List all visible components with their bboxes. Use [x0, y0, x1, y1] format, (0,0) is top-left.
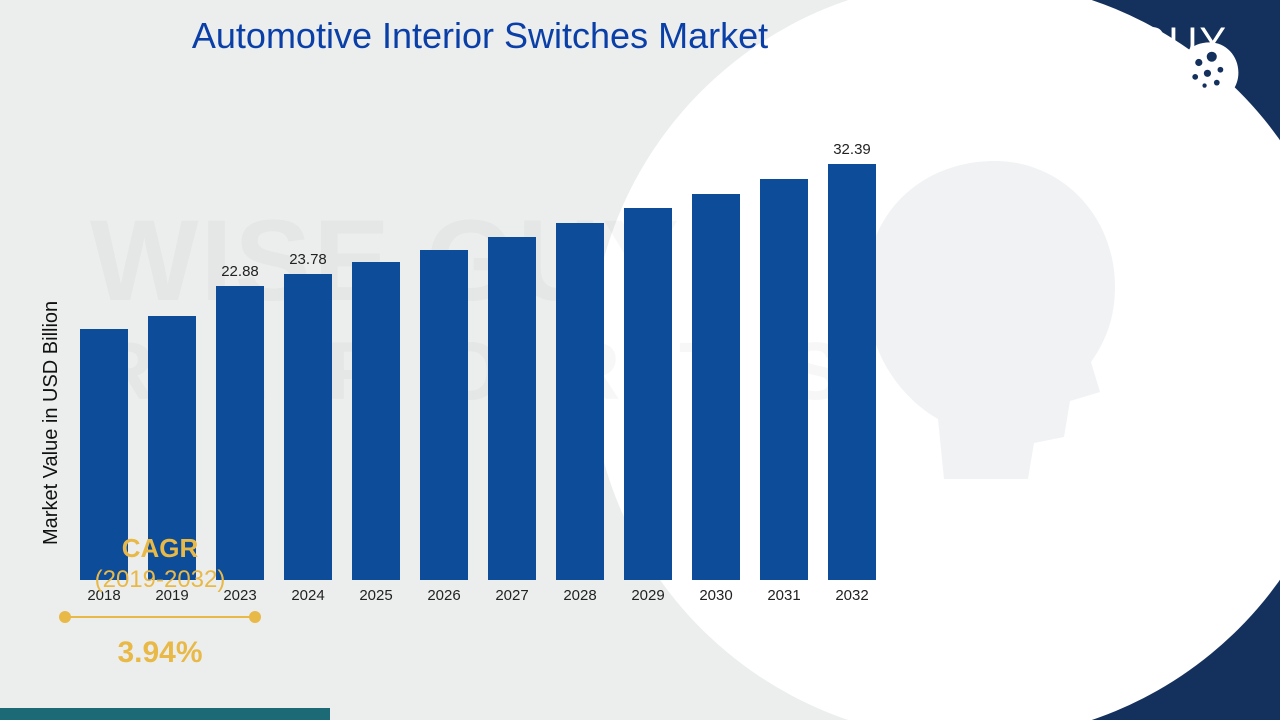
bar: [692, 194, 740, 580]
cagr-value: 3.94%: [0, 636, 320, 670]
bar-value-label: 23.78: [278, 251, 338, 268]
y-axis-label: Market Value in USD Billion: [40, 301, 63, 545]
x-axis-tick-label: 2026: [414, 587, 474, 604]
cagr-block: CAGR (2019-2032) 3.94%: [0, 533, 320, 670]
x-axis-tick-label: 2030: [686, 587, 746, 604]
logo-head-icon: [1170, 38, 1242, 123]
x-axis-tick-label: 2028: [550, 587, 610, 604]
infographic-root: WISE GUY R E P O R T S Automotive Interi…: [0, 0, 1280, 720]
bottom-accent-bar: [0, 708, 330, 720]
x-axis-tick-label: 2025: [346, 587, 406, 604]
cagr-range: (2019-2032): [0, 566, 320, 594]
bar: [420, 250, 468, 580]
x-axis-tick-label: 2031: [754, 587, 814, 604]
bar: [556, 223, 604, 580]
cagr-title: CAGR: [0, 533, 320, 564]
bar-value-label: 32.39: [822, 141, 882, 158]
x-axis-tick-label: 2029: [618, 587, 678, 604]
bar: [760, 179, 808, 580]
brand-logo: WISE GUY R E P O R T S: [980, 20, 1260, 78]
chart-area: 2018201922.88202323.78202420252026202720…: [80, 130, 900, 580]
bar: [624, 208, 672, 580]
bar: [352, 262, 400, 580]
x-axis-tick-label: 2027: [482, 587, 542, 604]
chart-title: Automotive Interior Switches Market: [0, 15, 960, 57]
bars-container: 2018201922.88202323.78202420252026202720…: [80, 130, 900, 580]
x-axis-tick-label: 2032: [822, 587, 882, 604]
bar: [488, 237, 536, 580]
cagr-divider: [65, 616, 255, 618]
bar-value-label: 22.88: [210, 263, 270, 280]
bar: [828, 164, 876, 580]
